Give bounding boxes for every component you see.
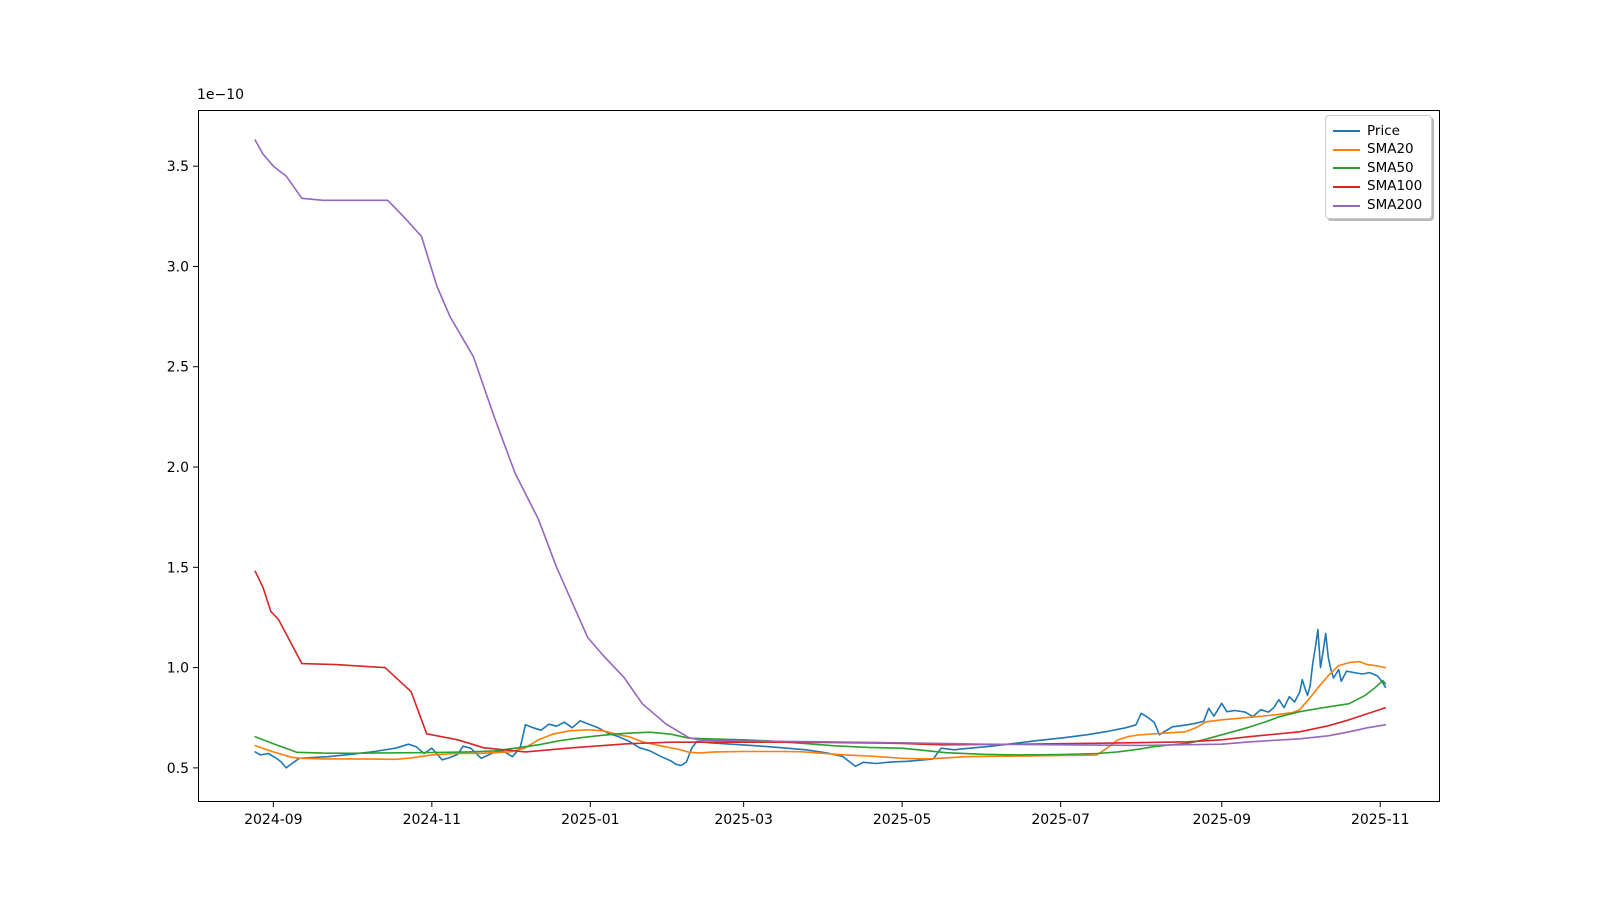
series-line-sma50: [254, 679, 1387, 756]
y-tick-label: 1.5: [167, 560, 189, 576]
series-line-sma200: [254, 139, 1387, 747]
y-tick-label: 1.0: [167, 661, 189, 677]
legend-line-swatch: [1333, 186, 1360, 189]
legend-line-swatch: [1333, 130, 1360, 133]
legend-label: SMA20: [1367, 141, 1414, 158]
x-tick-label: 2025-11: [1351, 812, 1410, 828]
legend-item-sma200: SMA200: [1333, 196, 1425, 215]
series-line-price: [254, 628, 1387, 769]
legend-line-swatch: [1333, 204, 1360, 207]
legend-label: SMA50: [1367, 159, 1414, 176]
legend-item-sma100: SMA100: [1333, 178, 1425, 197]
x-tick-label: 2025-03: [714, 812, 773, 828]
legend: Price SMA20 SMA50 SMA100 SMA200: [1325, 115, 1432, 219]
legend-item-sma20: SMA20: [1333, 141, 1425, 160]
x-tick-label: 2025-01: [561, 812, 620, 828]
y-tick-label: 2.5: [167, 360, 189, 376]
x-tick-label: 2024-11: [403, 812, 462, 828]
x-tick-label: 2025-07: [1031, 812, 1090, 828]
x-tick-label: 2024-09: [244, 812, 303, 828]
x-tick-label: 2025-09: [1192, 812, 1251, 828]
y-tick-label: 2.0: [167, 460, 189, 476]
legend-line-swatch: [1333, 148, 1360, 151]
x-tick-label: 2025-05: [873, 812, 932, 828]
legend-label: Price: [1367, 122, 1400, 139]
axes-spines: [198, 110, 1440, 802]
y-axis-offset-label: 1e−10: [197, 87, 245, 103]
y-tick-label: 3.0: [167, 259, 189, 275]
series-line-sma20: [254, 660, 1387, 761]
legend-line-swatch: [1333, 167, 1360, 170]
legend-item-price: Price: [1333, 122, 1425, 141]
legend-label: SMA100: [1367, 178, 1423, 195]
y-tick-label: 0.5: [167, 761, 189, 777]
legend-label: SMA200: [1367, 196, 1423, 213]
legend-item-sma50: SMA50: [1333, 159, 1425, 178]
y-tick-label: 3.5: [167, 159, 189, 175]
series-line-sma100: [254, 570, 1387, 753]
